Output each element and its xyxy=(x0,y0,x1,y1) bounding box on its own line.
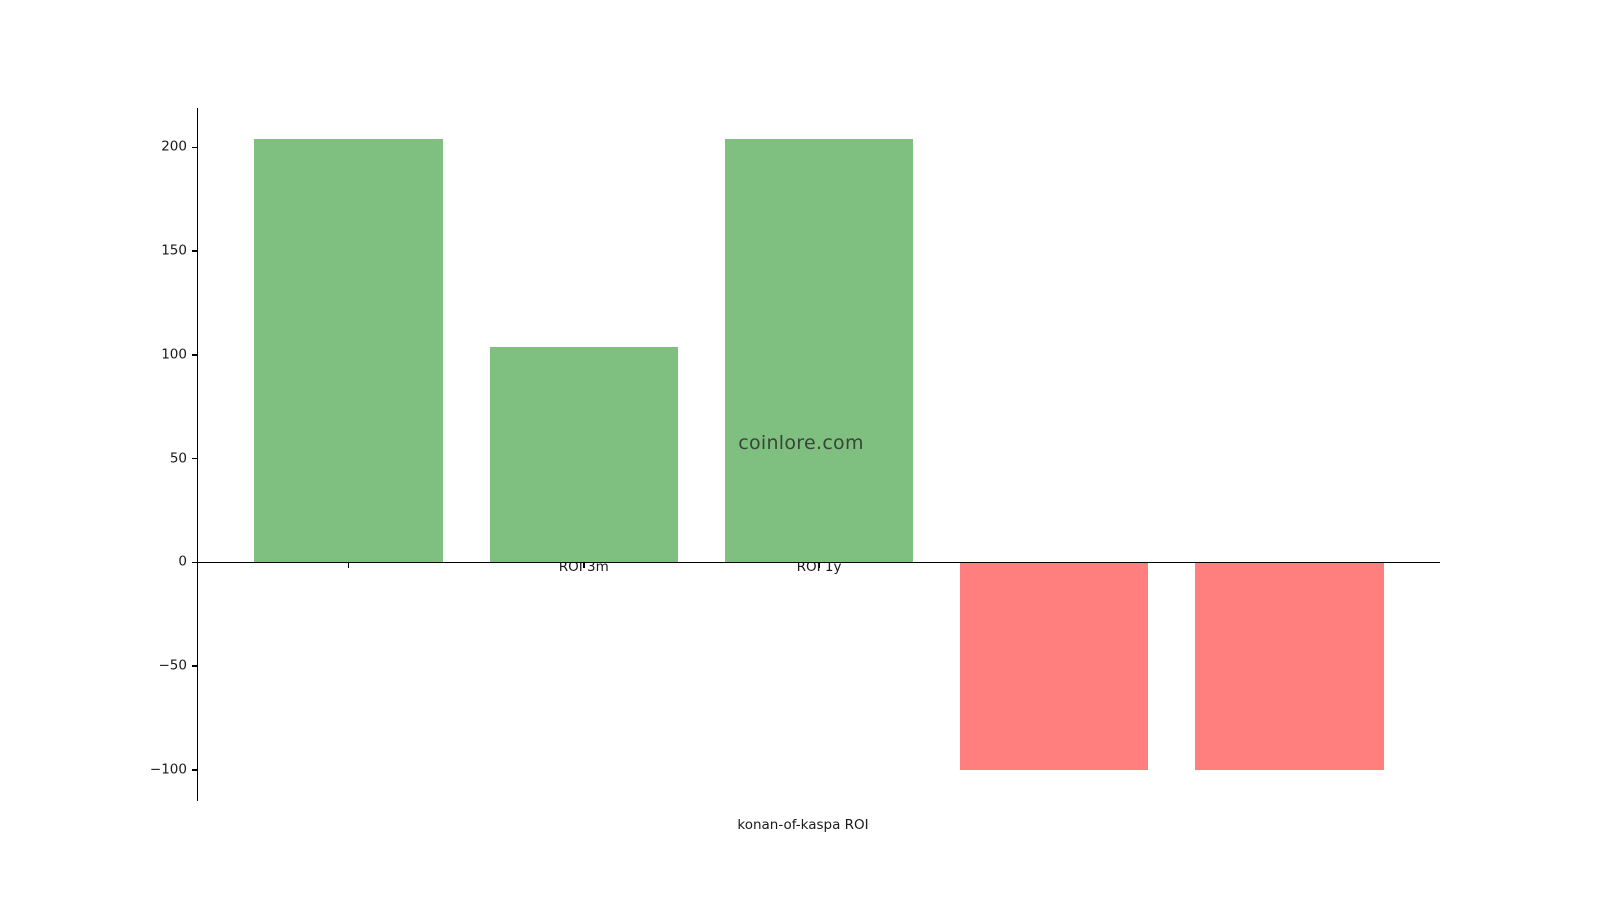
y-axis-line xyxy=(196,108,198,801)
x-tick-label: ROI 3m xyxy=(558,559,609,576)
y-tick-label: 100 xyxy=(161,346,187,363)
x-tick xyxy=(347,562,350,568)
y-tick-label: −50 xyxy=(158,657,188,674)
y-tick-label: 150 xyxy=(161,242,187,259)
y-tick xyxy=(191,769,198,771)
x-axis-zero-line xyxy=(198,561,1440,564)
y-tick xyxy=(191,250,198,252)
x-tick-label: ROI 1y xyxy=(796,559,842,576)
y-tick-label: 0 xyxy=(178,553,187,570)
bar-4 xyxy=(960,562,1149,770)
y-tick xyxy=(191,354,198,356)
y-tick xyxy=(191,457,198,460)
watermark: coinlore.com xyxy=(738,432,864,454)
y-tick xyxy=(191,146,198,149)
bar-2 xyxy=(489,346,678,563)
bar-5 xyxy=(1195,562,1384,770)
x-tick xyxy=(583,562,585,568)
x-tick xyxy=(818,562,820,568)
y-tick-label: 50 xyxy=(169,449,187,466)
y-tick xyxy=(191,665,198,667)
chart-title: konan-of-kaspa ROI xyxy=(737,817,869,833)
bar-1 xyxy=(254,139,443,563)
y-tick-label: 200 xyxy=(161,138,187,155)
bar-3 xyxy=(724,139,914,563)
y-tick-label: −100 xyxy=(149,761,187,778)
y-tick xyxy=(191,561,198,564)
